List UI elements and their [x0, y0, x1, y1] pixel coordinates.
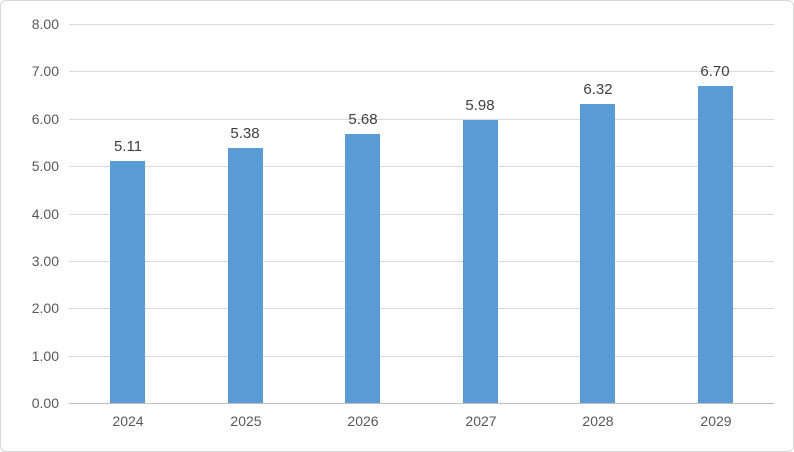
y-axis-tick-label: 4.00 — [31, 206, 59, 222]
y-axis-tick-label: 6.00 — [31, 111, 59, 127]
y-axis-tick-label: 0.00 — [31, 395, 59, 411]
bar-2025 — [228, 148, 263, 403]
bar-2024 — [110, 161, 145, 403]
bar-2026 — [345, 134, 380, 403]
x-axis-tick-label: 2027 — [465, 413, 497, 429]
bar-value-label: 5.38 — [230, 125, 260, 142]
y-axis-tick-label: 2.00 — [31, 300, 59, 316]
x-axis-tick-label: 2025 — [230, 413, 262, 429]
x-axis-tick-label: 2024 — [112, 413, 144, 429]
gridline — [69, 166, 774, 167]
x-axis-line — [69, 403, 774, 404]
gridline — [69, 71, 774, 72]
bar-2029 — [698, 86, 733, 403]
x-axis-tick-label: 2029 — [700, 413, 732, 429]
bar-value-label: 5.68 — [348, 111, 378, 128]
y-axis-tick-label: 8.00 — [31, 16, 59, 32]
bar-2027 — [463, 120, 498, 403]
x-axis-tick-label: 2026 — [347, 413, 379, 429]
gridline — [69, 356, 774, 357]
gridline — [69, 214, 774, 215]
y-axis-tick-label: 1.00 — [31, 348, 59, 364]
gridline — [69, 24, 774, 25]
bar-2028 — [580, 104, 615, 403]
gridline — [69, 119, 774, 120]
bar-value-label: 5.11 — [113, 138, 143, 155]
plot-area: 5.11 5.38 5.68 5.98 6.32 6.70 — [69, 24, 774, 404]
y-axis-tick-label: 7.00 — [31, 63, 59, 79]
gridline — [69, 261, 774, 262]
y-axis-tick-label: 3.00 — [31, 253, 59, 269]
gridline — [69, 308, 774, 309]
bar-value-label: 5.98 — [465, 97, 495, 114]
bar-value-label: 6.32 — [583, 81, 613, 98]
x-axis-tick-label: 2028 — [582, 413, 614, 429]
bar-value-label: 6.70 — [700, 63, 730, 80]
y-axis-tick-label: 5.00 — [31, 158, 59, 174]
